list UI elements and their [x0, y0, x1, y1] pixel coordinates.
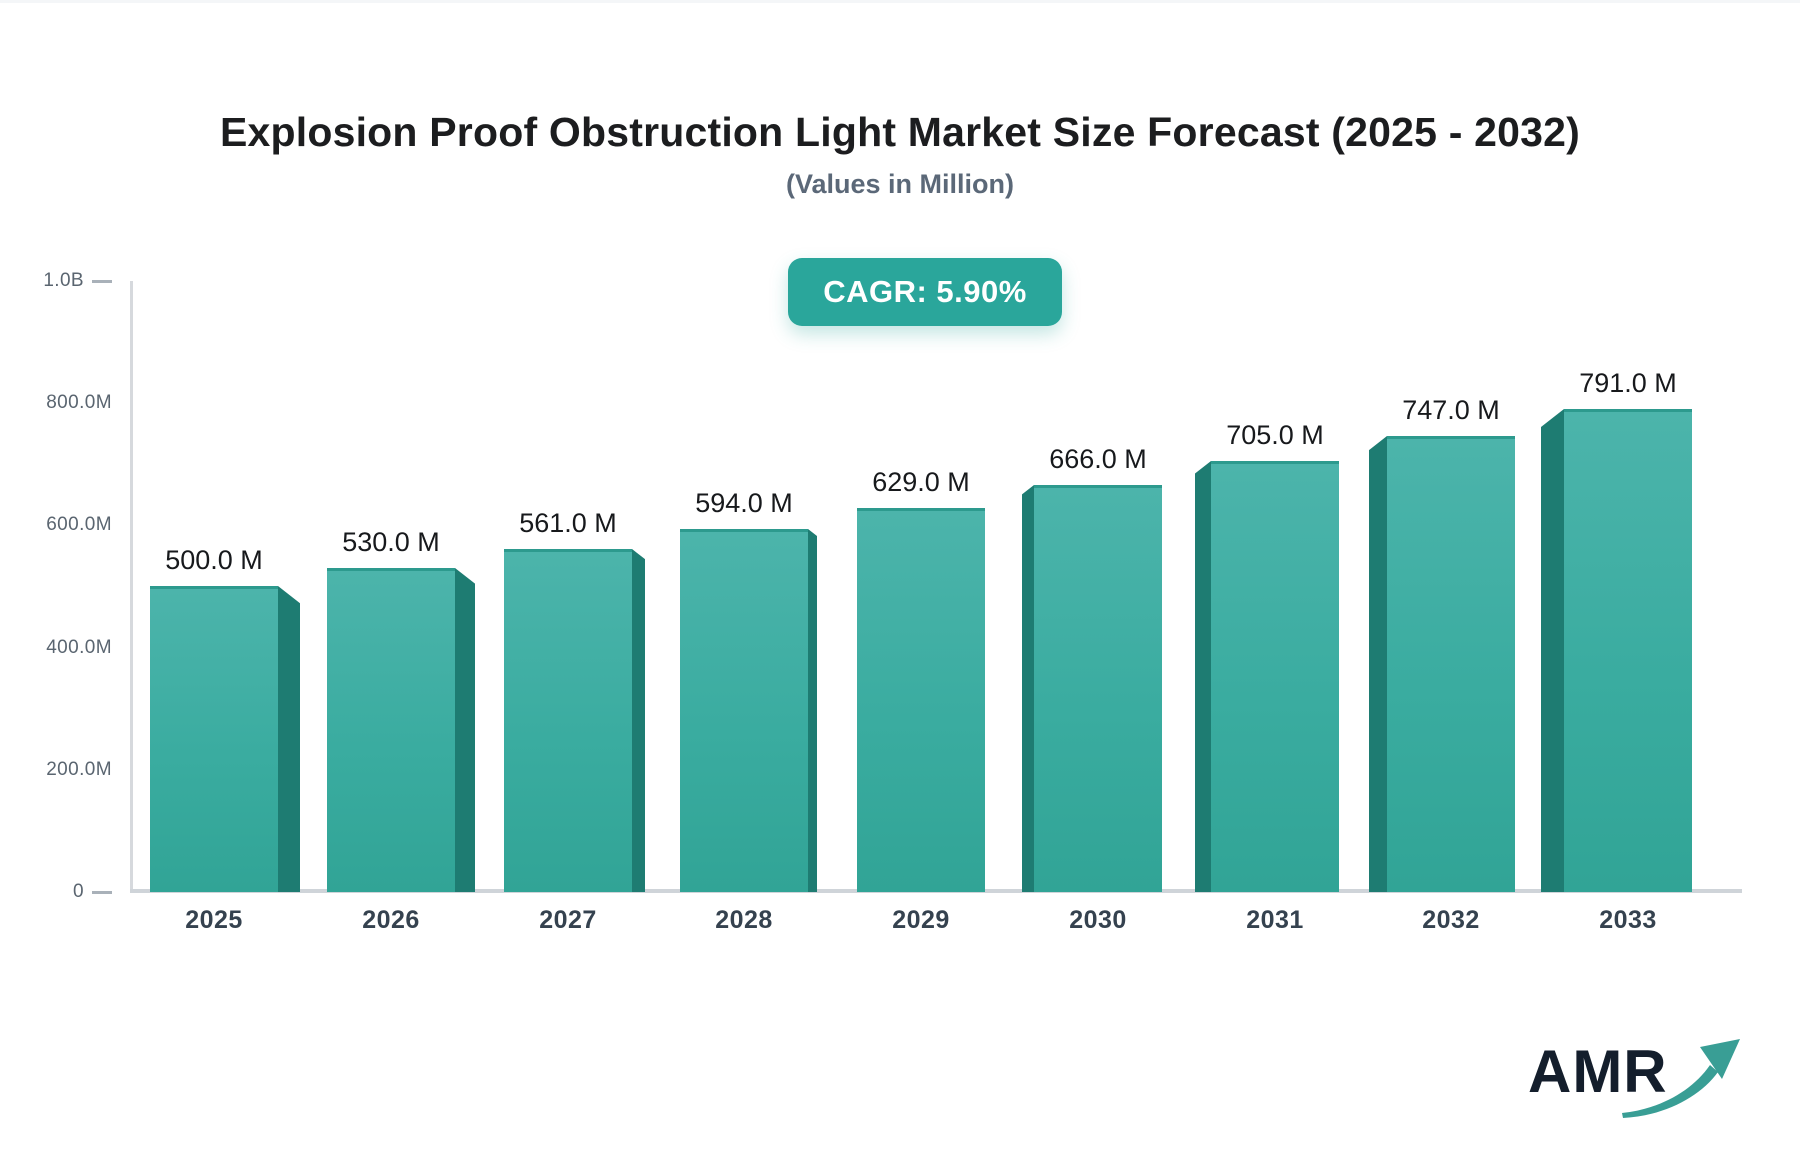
bar-side-face — [808, 529, 817, 892]
x-axis-label-2031: 2031 — [1246, 906, 1304, 934]
bar-side-face — [632, 549, 645, 892]
y-axis-line — [130, 281, 133, 893]
y-tick-label: 800.0M — [46, 392, 112, 414]
bar-2029 — [857, 508, 985, 892]
bar-2028 — [680, 529, 808, 892]
y-tick-dash — [92, 279, 112, 283]
y-tick-1.0B: 1.0B — [0, 268, 112, 294]
y-tick-label: 0 — [73, 881, 84, 902]
y-tick-label: 600.0M — [46, 514, 112, 536]
y-tick-0: 0 — [0, 879, 112, 905]
bar-value-label: 666.0 M — [1049, 444, 1147, 474]
bar-2030 — [1034, 485, 1162, 892]
bar-value-label: 747.0 M — [1402, 395, 1500, 425]
plot-area: 500.0 M 530.0 M 561.0 M 594.0 M 629.0 M 666.0… — [132, 281, 1742, 892]
y-tick-label: 400.0M — [46, 636, 112, 658]
bar-value-label: 500.0 M — [165, 545, 263, 575]
y-tick-200.0M: 200.0M — [0, 757, 112, 783]
bar-value-label: 705.0 M — [1226, 420, 1324, 450]
y-tick-label: 200.0M — [46, 758, 112, 780]
x-axis-label-2028: 2028 — [715, 906, 773, 934]
bar-side-face — [278, 586, 300, 892]
y-tick-600.0M: 600.0M — [0, 512, 112, 538]
cagr-badge: CAGR: 5.90% — [788, 258, 1062, 326]
bar-value-label: 629.0 M — [872, 467, 970, 497]
x-axis-label-2030: 2030 — [1069, 906, 1127, 934]
logo-arrow-icon — [1622, 1039, 1740, 1118]
bar-2025 — [150, 586, 278, 892]
y-tick-label: 1.0B — [43, 270, 84, 291]
bar-2027 — [504, 549, 632, 892]
bar-side-face — [1369, 436, 1387, 892]
bar-side-face — [1195, 461, 1211, 892]
x-axis-label-2025: 2025 — [185, 906, 243, 934]
bar-value-label: 594.0 M — [695, 488, 793, 518]
x-axis-label-2026: 2026 — [362, 906, 420, 934]
amr-logo: AMR — [1528, 1031, 1740, 1131]
x-axis-label-2032: 2032 — [1422, 906, 1480, 934]
y-tick-400.0M: 400.0M — [0, 635, 112, 661]
bar-2033 — [1564, 409, 1692, 892]
amr-logo-text: AMR — [1528, 1038, 1668, 1105]
bar-side-face — [1022, 485, 1034, 892]
chart-subtitle: (Values in Million) — [785, 169, 1015, 199]
bar-2032 — [1387, 436, 1515, 892]
y-tick-dash — [92, 890, 112, 894]
chart-title: Explosion Proof Obstruction Light Market… — [219, 109, 1581, 155]
cagr-badge-label: CAGR: 5.90% — [823, 274, 1027, 309]
x-axis-label-2029: 2029 — [892, 906, 950, 934]
bar-value-label: 530.0 M — [342, 527, 440, 557]
bar-side-face — [1541, 409, 1564, 892]
y-tick-800.0M: 800.0M — [0, 390, 112, 416]
x-axis-label-2033: 2033 — [1599, 906, 1657, 934]
x-axis-label-2027: 2027 — [539, 906, 597, 934]
bar-side-face — [455, 568, 475, 892]
bar-2026 — [327, 568, 455, 892]
bar-value-label: 561.0 M — [519, 508, 617, 538]
bar-value-label: 791.0 M — [1579, 368, 1677, 398]
bar-2031 — [1211, 461, 1339, 892]
